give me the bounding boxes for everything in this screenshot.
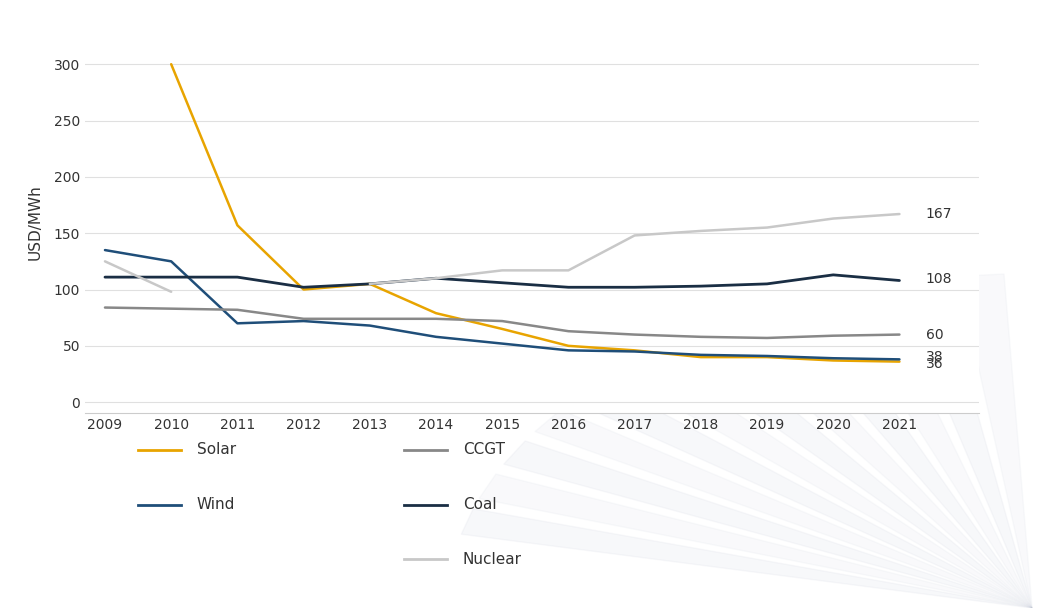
Text: Coal: Coal xyxy=(463,497,497,512)
Text: 108: 108 xyxy=(926,272,952,286)
Text: 60: 60 xyxy=(926,328,944,342)
Text: Wind: Wind xyxy=(197,497,235,512)
Text: Solar: Solar xyxy=(197,443,236,457)
Text: 167: 167 xyxy=(926,207,952,221)
Text: 38: 38 xyxy=(926,350,944,364)
Text: 36: 36 xyxy=(926,357,944,371)
Text: Nuclear: Nuclear xyxy=(463,552,521,567)
Text: CCGT: CCGT xyxy=(463,443,504,457)
Y-axis label: USD/MWh: USD/MWh xyxy=(28,184,43,260)
